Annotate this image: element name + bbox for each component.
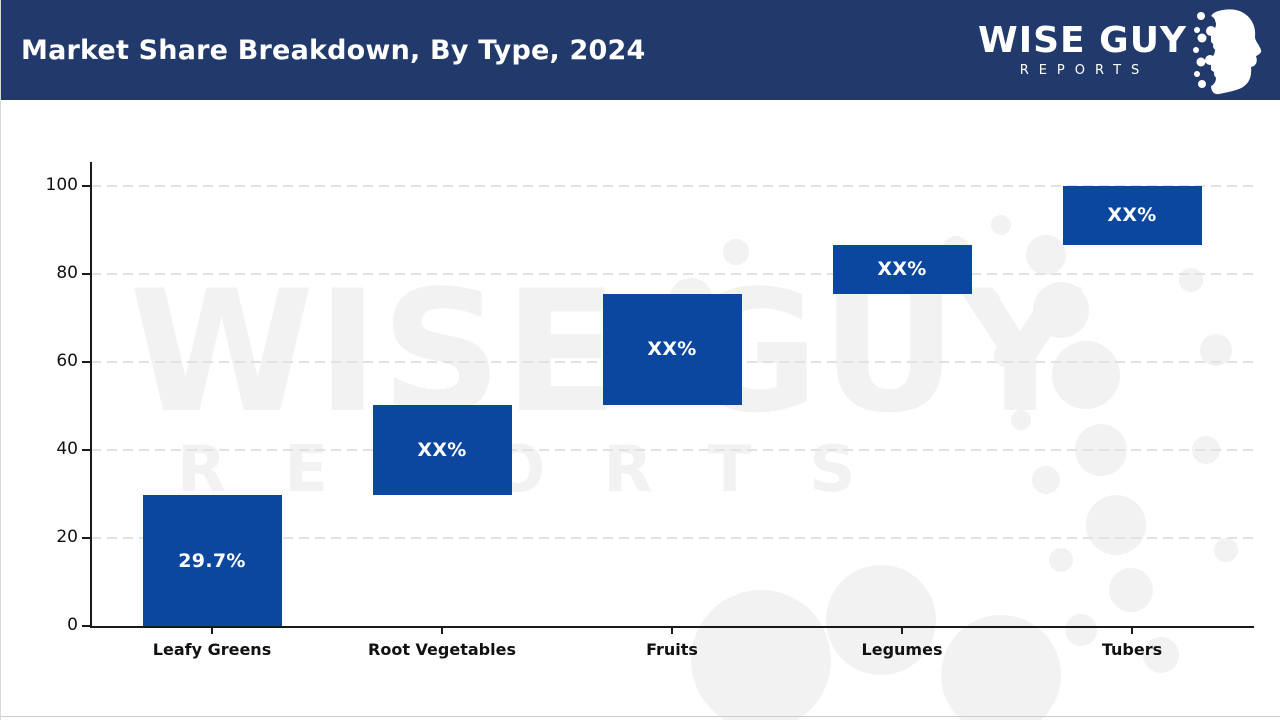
y-axis-label: 0: [67, 615, 78, 635]
bar-tubers: XX%: [1062, 186, 1202, 245]
bar-value-label: XX%: [877, 258, 927, 281]
brand-subtitle: REPORTS: [1019, 63, 1150, 78]
y-tick: [82, 625, 90, 627]
y-axis-label: 80: [56, 263, 78, 283]
bottom-border: [1, 716, 1280, 717]
watermark-subtext: REPORTS: [177, 433, 914, 507]
brand-head-icon: [1193, 9, 1262, 95]
y-axis-label: 60: [56, 351, 78, 371]
y-tick: [82, 185, 90, 187]
x-tick: [901, 627, 903, 634]
bar-root-vegetables: XX%: [372, 405, 512, 496]
gridline-100: [91, 185, 1254, 187]
brand-name: WISE GUY: [977, 20, 1187, 61]
gridline-80: [91, 273, 1254, 275]
x-tick: [211, 627, 213, 634]
gridline-20: [91, 537, 1254, 539]
page-title: Market Share Breakdown, By Type, 2024: [21, 34, 646, 66]
x-tick: [441, 627, 443, 634]
header-bar: Market Share Breakdown, By Type, 2024 WI…: [1, 0, 1280, 100]
bar-value-label: 29.7%: [178, 549, 246, 572]
x-axis-label: Fruits: [646, 640, 698, 659]
chart-area: WISE GUY REPORTS: [1, 100, 1280, 720]
bar-value-label: XX%: [1107, 204, 1157, 227]
x-axis-label: Legumes: [861, 640, 943, 659]
x-axis-label: Leafy Greens: [152, 640, 272, 659]
y-axis-spine: [90, 162, 92, 628]
brand-logo-text: WISE GUY REPORTS: [977, 20, 1187, 78]
x-tick: [1131, 627, 1133, 634]
bar-legumes: XX%: [832, 244, 972, 294]
x-axis-label: Root Vegetables: [368, 640, 516, 659]
y-axis-label: 100: [45, 175, 78, 195]
x-tick: [671, 627, 673, 634]
bar-fruits: XX%: [602, 293, 742, 406]
y-tick: [82, 449, 90, 451]
x-axis-label: Tubers: [1101, 640, 1163, 659]
x-axis-spine: [90, 626, 1254, 628]
y-tick: [82, 537, 90, 539]
y-axis-label: 20: [56, 527, 78, 547]
y-axis-label: 40: [56, 439, 78, 459]
brand-logo: WISE GUY REPORTS: [978, 4, 1265, 96]
y-tick: [82, 361, 90, 363]
y-tick: [82, 273, 90, 275]
bar-value-label: XX%: [647, 338, 697, 361]
gridline-40: [91, 449, 1254, 451]
bar-value-label: XX%: [417, 439, 467, 462]
bar-leafy-greens: 29.7%: [142, 495, 282, 626]
